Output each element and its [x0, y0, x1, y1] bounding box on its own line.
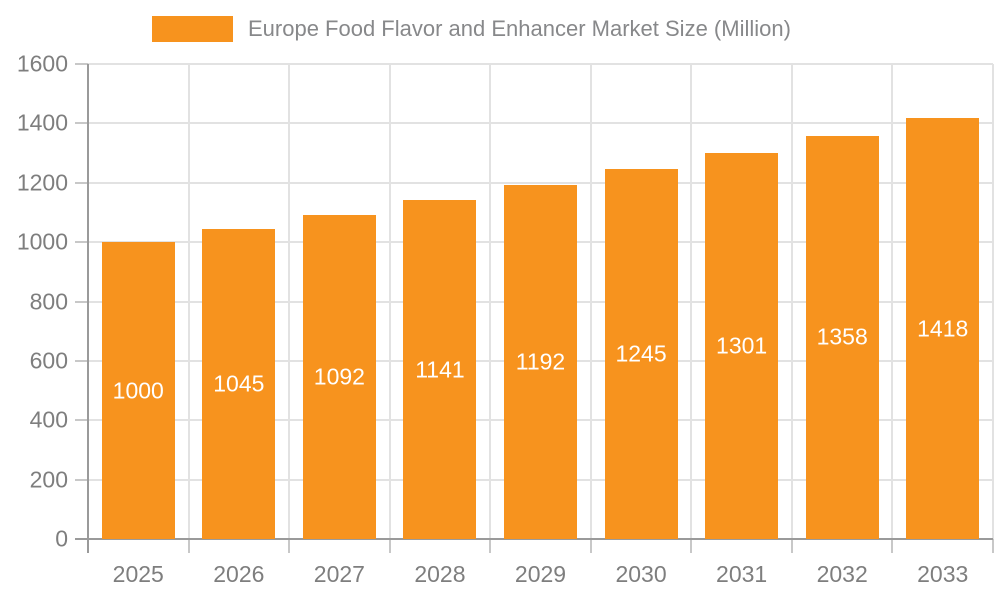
x-gridline: [589, 64, 592, 539]
legend-swatch-icon: [152, 16, 233, 42]
x-axis-tick-label: 2025: [112, 561, 164, 587]
x-tick-mark: [187, 539, 190, 553]
x-tick-mark: [288, 539, 291, 553]
y-tick-mark: [75, 359, 88, 362]
y-axis-tick-label: 600: [29, 347, 68, 374]
y-tick-mark: [75, 63, 88, 65]
x-axis-tick-label: 2029: [514, 561, 567, 587]
y-axis-tick-label: 1600: [16, 50, 68, 77]
x-tick-mark: [891, 539, 894, 553]
y-axis-tick-label: 200: [29, 466, 68, 493]
x-gridline: [187, 64, 190, 539]
bar-value-label: 1000: [112, 377, 164, 404]
x-axis-tick-label: 2026: [213, 561, 265, 587]
bar-value-label: 1301: [716, 332, 768, 359]
x-gridline: [690, 64, 693, 539]
x-gridline: [891, 64, 894, 539]
bar-value-label: 1192: [515, 348, 566, 375]
x-tick-mark: [690, 539, 693, 553]
bar-value-label: 1245: [615, 340, 667, 367]
y-axis-tick-label: 1200: [16, 169, 68, 196]
x-axis-tick-label: 2031: [716, 561, 768, 587]
bar-2031[interactable]: [705, 152, 778, 539]
bar-2030[interactable]: [605, 169, 678, 539]
x-axis-tick-label: 2033: [917, 561, 969, 587]
x-axis-line: [75, 538, 993, 540]
x-gridline: [489, 64, 492, 539]
y-axis-tick-label: 400: [29, 406, 68, 433]
legend[interactable]: Europe Food Flavor and Enhancer Market S…: [152, 16, 791, 42]
y-tick-mark: [75, 181, 88, 184]
bar-value-label: 1358: [816, 323, 868, 350]
y-axis-tick-label: 1000: [16, 228, 68, 255]
y-gridline: [88, 63, 993, 65]
y-gridline: [88, 122, 993, 125]
x-axis-tick-label: 2032: [816, 561, 868, 587]
y-axis-line: [87, 64, 89, 553]
x-gridline: [790, 64, 793, 539]
bar-2026[interactable]: [202, 228, 275, 539]
bar-value-label: 1418: [917, 315, 969, 342]
y-axis-tick-label: 0: [55, 525, 68, 552]
y-tick-mark: [75, 478, 88, 481]
bar-2025[interactable]: [102, 242, 175, 539]
x-tick-mark: [489, 539, 492, 553]
legend-label: Europe Food Flavor and Enhancer Market S…: [248, 16, 791, 41]
bar-2029[interactable]: [504, 185, 577, 539]
x-tick-mark: [992, 539, 994, 553]
y-axis-tick-label: 1400: [16, 109, 68, 136]
x-axis-tick-label: 2027: [313, 561, 365, 587]
y-tick-mark: [75, 300, 88, 303]
bar-2028[interactable]: [403, 200, 476, 539]
x-gridline: [992, 64, 994, 539]
bar-value-label: 1092: [313, 363, 365, 390]
bar-value-label: 1141: [415, 356, 465, 383]
bar-2032[interactable]: [806, 135, 879, 539]
x-tick-mark: [589, 539, 592, 553]
y-tick-mark: [75, 122, 88, 125]
bar-value-label: 1045: [213, 370, 265, 397]
bar-2033[interactable]: [906, 118, 979, 539]
y-tick-mark: [75, 419, 88, 422]
x-tick-mark: [790, 539, 793, 553]
x-gridline: [288, 64, 291, 539]
x-axis-tick-label: 2030: [615, 561, 667, 587]
y-axis-tick-label: 800: [29, 288, 68, 314]
y-tick-mark: [75, 241, 88, 244]
x-gridline: [388, 64, 391, 539]
bar-2027[interactable]: [303, 214, 376, 539]
x-tick-mark: [388, 539, 391, 553]
x-axis-tick-label: 2028: [414, 561, 466, 587]
